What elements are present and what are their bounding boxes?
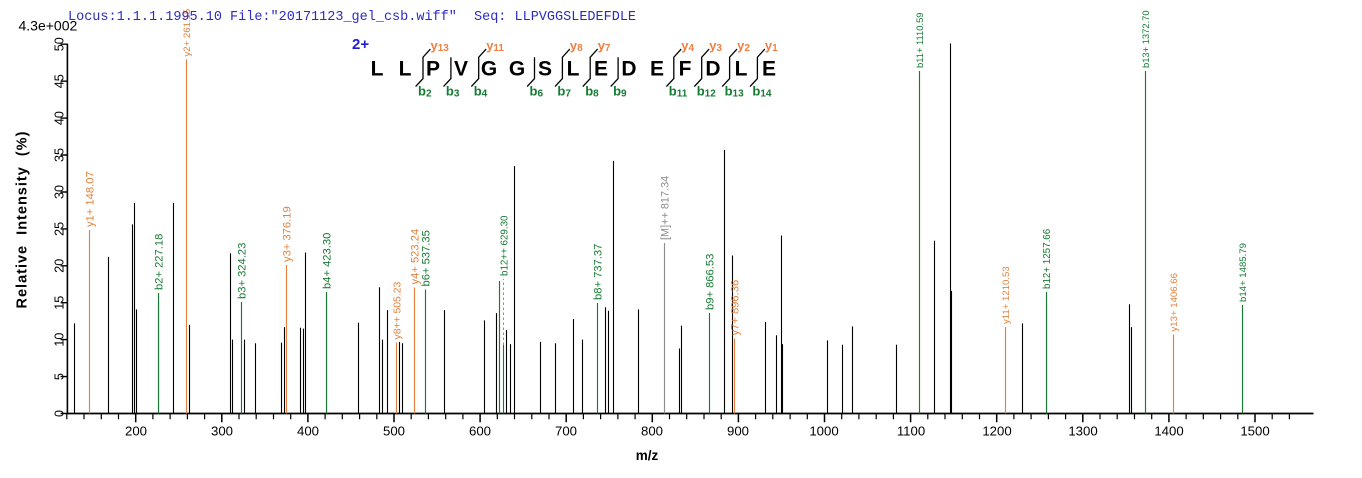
- svg-text:G: G: [481, 58, 497, 81]
- svg-text:L: L: [371, 58, 384, 81]
- svg-text:y8++ 505.23: y8++ 505.23: [392, 282, 403, 340]
- svg-text:30: 30: [53, 185, 67, 199]
- svg-text:y7+ 896.36: y7+ 896.36: [730, 280, 742, 336]
- svg-text:b12+ 1257.66: b12+ 1257.66: [1042, 228, 1053, 289]
- svg-text:b13+ 1372.70: b13+ 1372.70: [1140, 10, 1151, 68]
- svg-text:10: 10: [53, 333, 67, 347]
- svg-text:V: V: [454, 58, 468, 81]
- svg-text:700: 700: [555, 424, 577, 439]
- svg-text:45: 45: [53, 74, 67, 88]
- svg-text:y11+ 1210.53: y11+ 1210.53: [1001, 266, 1012, 324]
- svg-text:1400: 1400: [1154, 424, 1183, 439]
- svg-text:Seq: LLPVGGSLEDEFDLE: Seq: LLPVGGSLEDEFDLE: [474, 10, 636, 25]
- svg-text:L: L: [399, 58, 412, 81]
- svg-text:G: G: [509, 58, 525, 81]
- svg-text:y2+ 261.15: y2+ 261.15: [182, 9, 193, 57]
- svg-text:E: E: [762, 58, 776, 81]
- svg-text:F: F: [679, 58, 692, 81]
- svg-text:900: 900: [727, 424, 749, 439]
- svg-text:L: L: [735, 58, 748, 81]
- svg-text:300: 300: [211, 424, 233, 439]
- svg-text:600: 600: [469, 424, 491, 439]
- svg-text:E: E: [650, 58, 664, 81]
- svg-text:0: 0: [53, 410, 67, 417]
- svg-text:[M]++ 817.34: [M]++ 817.34: [660, 176, 672, 240]
- svg-text:5: 5: [53, 373, 67, 380]
- svg-text:b11+ 1110.59: b11+ 1110.59: [914, 12, 925, 68]
- svg-text:40: 40: [53, 111, 67, 125]
- svg-text:1200: 1200: [982, 424, 1011, 439]
- svg-text:L: L: [567, 58, 580, 81]
- svg-text:y4+ 523.24: y4+ 523.24: [410, 229, 422, 285]
- svg-text:P: P: [426, 58, 440, 81]
- svg-text:400: 400: [297, 424, 319, 439]
- svg-text:D: D: [621, 58, 636, 81]
- svg-text:500: 500: [383, 424, 405, 439]
- svg-text:b6+ 537.35: b6+ 537.35: [421, 230, 433, 286]
- svg-text:20: 20: [53, 259, 67, 273]
- svg-text:25: 25: [53, 222, 67, 236]
- svg-text:b3+ 324.23: b3+ 324.23: [237, 243, 249, 299]
- svg-text:E: E: [594, 58, 608, 81]
- svg-text:y13+ 1406.66: y13+ 1406.66: [1169, 273, 1180, 331]
- svg-text:800: 800: [641, 424, 663, 439]
- svg-text:35: 35: [53, 148, 67, 162]
- svg-text:y3+ 376.19: y3+ 376.19: [282, 206, 294, 262]
- svg-text:b12++ 629.30: b12++ 629.30: [499, 215, 510, 276]
- svg-text:m/z: m/z: [636, 448, 659, 463]
- svg-text:b9+ 866.53: b9+ 866.53: [705, 254, 717, 310]
- svg-text:b8+ 737.37: b8+ 737.37: [593, 244, 605, 300]
- svg-text:S: S: [538, 58, 552, 81]
- svg-text:Locus:1.1.1.1995.10 File:"2017: Locus:1.1.1.1995.10 File:"20171123_gel_c…: [68, 10, 457, 25]
- svg-text:50: 50: [53, 37, 67, 51]
- svg-text:200: 200: [125, 424, 147, 439]
- svg-text:Relative Intensity (%): Relative Intensity (%): [15, 131, 31, 309]
- svg-text:1100: 1100: [897, 424, 925, 439]
- svg-text:D: D: [705, 58, 720, 81]
- svg-text:y1+ 148.07: y1+ 148.07: [85, 171, 97, 227]
- svg-text:4.3e+002: 4.3e+002: [19, 18, 78, 34]
- svg-text:b2+ 227.18: b2+ 227.18: [154, 234, 166, 290]
- svg-text:1300: 1300: [1068, 424, 1097, 439]
- svg-text:1000: 1000: [809, 424, 838, 439]
- svg-text:b4+ 423.30: b4+ 423.30: [322, 233, 334, 289]
- svg-text:b14+ 1485.79: b14+ 1485.79: [1238, 243, 1249, 302]
- svg-text:15: 15: [53, 296, 67, 310]
- svg-text:1500: 1500: [1240, 424, 1269, 439]
- svg-text:2+: 2+: [352, 36, 369, 53]
